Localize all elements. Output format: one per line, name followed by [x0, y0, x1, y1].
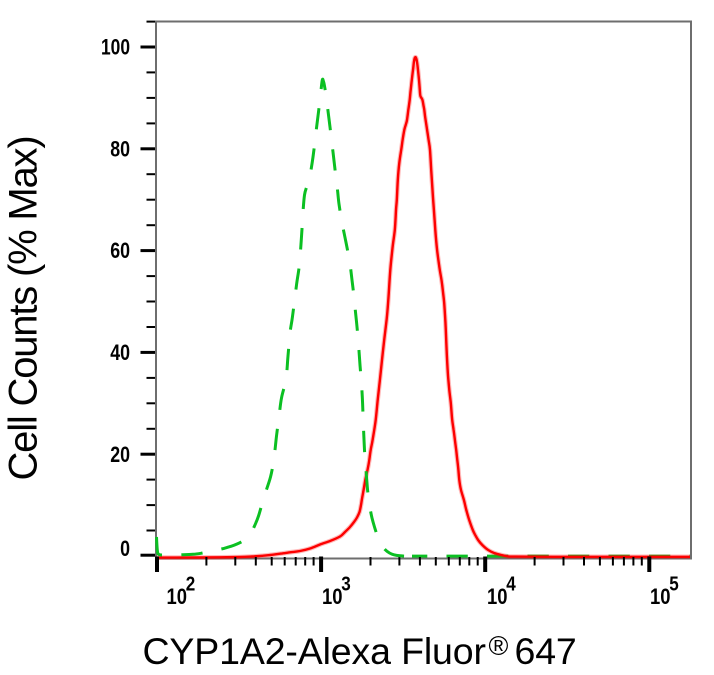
svg-text:60: 60 [110, 238, 130, 263]
svg-text:4: 4 [506, 574, 516, 596]
svg-text:10: 10 [650, 584, 671, 609]
svg-text:5: 5 [669, 574, 679, 596]
svg-text:10: 10 [322, 584, 343, 609]
svg-text:100: 100 [101, 35, 130, 60]
svg-text:10: 10 [487, 584, 508, 609]
svg-text:2: 2 [186, 574, 196, 596]
svg-text:3: 3 [341, 574, 351, 596]
svg-text:40: 40 [110, 340, 130, 365]
svg-text:20: 20 [110, 442, 130, 467]
svg-text:10: 10 [167, 584, 188, 609]
svg-text:80: 80 [110, 136, 130, 161]
svg-text:0: 0 [120, 536, 130, 561]
svg-text:647: 647 [515, 630, 577, 672]
svg-text:®: ® [489, 631, 509, 661]
svg-text:CYP1A2-Alexa Fluor: CYP1A2-Alexa Fluor [143, 630, 486, 672]
svg-text:Cell Counts (% Max): Cell Counts (% Max) [2, 137, 46, 481]
